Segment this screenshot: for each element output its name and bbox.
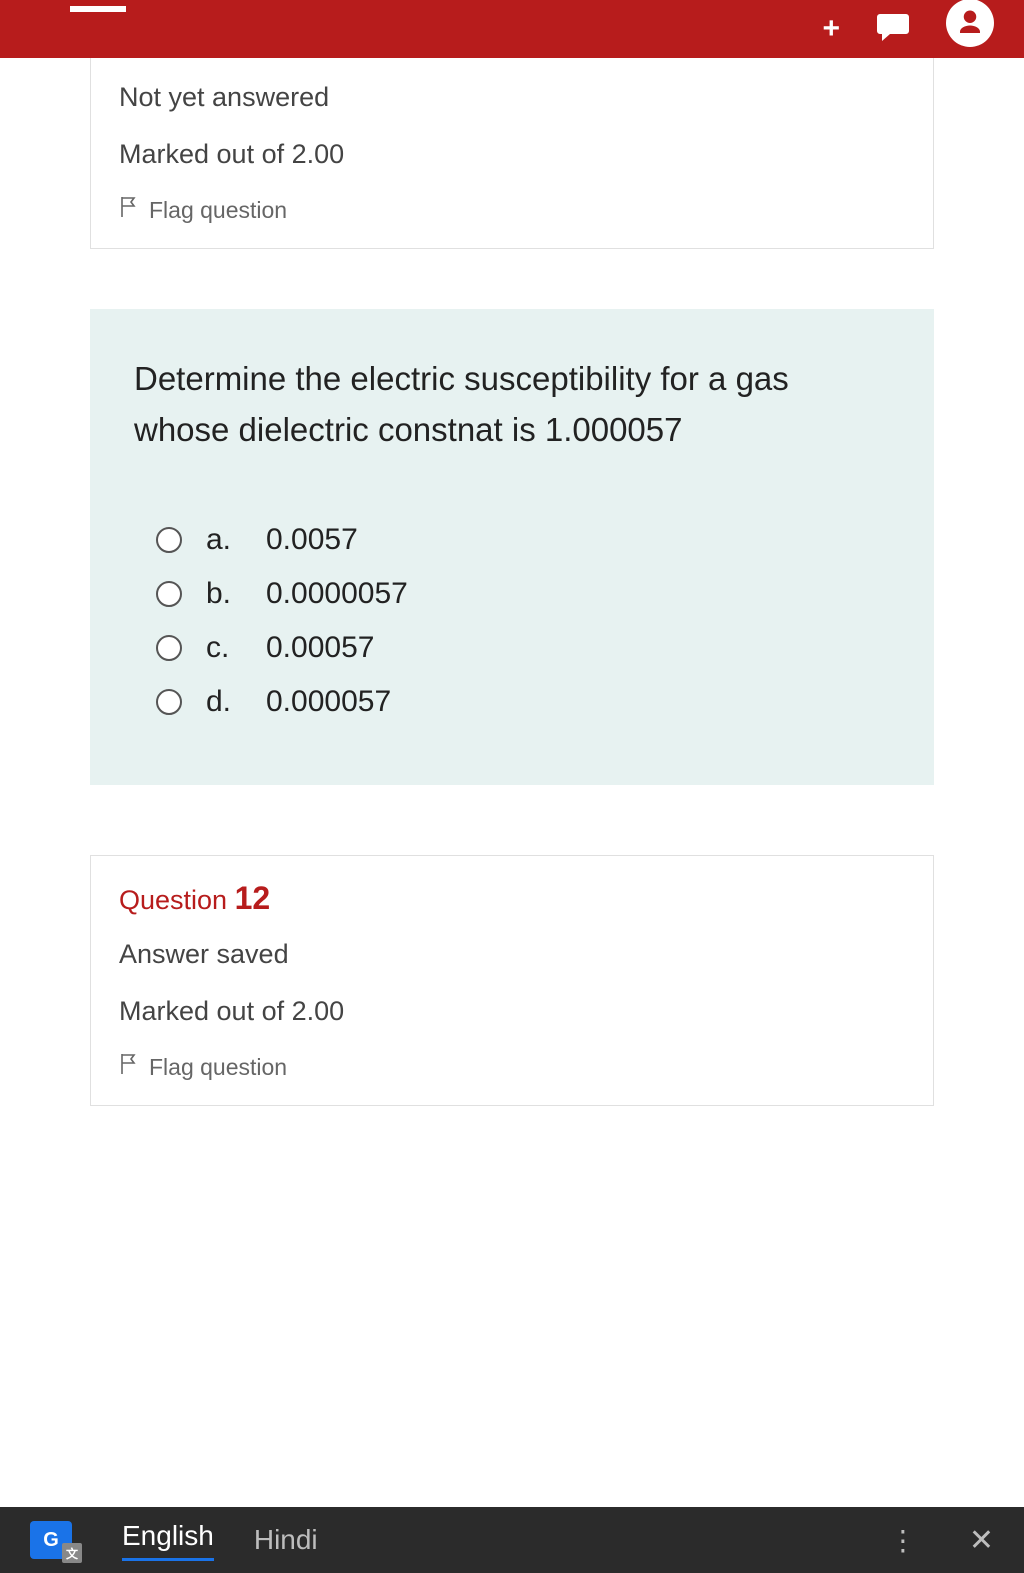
question-card: Determine the electric susceptibility fo… xyxy=(90,309,934,785)
radio-icon[interactable] xyxy=(156,689,182,715)
radio-icon[interactable] xyxy=(156,635,182,661)
answer-status: Answer saved xyxy=(119,939,905,970)
translate-bar: G 文 English Hindi ⋮ ✕ xyxy=(0,1507,1024,1573)
close-icon[interactable]: ✕ xyxy=(969,1523,994,1558)
marks-label: Marked out of 2.00 xyxy=(119,139,905,170)
badge-letter: G xyxy=(43,1529,59,1552)
translate-bar-right: ⋮ ✕ xyxy=(889,1523,994,1558)
flag-icon xyxy=(119,1053,139,1081)
header-tab-indicator xyxy=(70,6,126,12)
flag-label: Flag question xyxy=(149,197,287,224)
option-value: 0.0057 xyxy=(266,523,358,557)
flag-question-link[interactable]: Flag question xyxy=(119,1053,905,1081)
more-icon[interactable]: ⋮ xyxy=(889,1524,919,1557)
chat-icon[interactable] xyxy=(876,12,910,47)
option-value: 0.000057 xyxy=(266,685,391,719)
option-letter: b. xyxy=(206,577,242,611)
flag-label: Flag question xyxy=(149,1054,287,1081)
radio-icon[interactable] xyxy=(156,527,182,553)
question-text: Determine the electric susceptibility fo… xyxy=(134,353,890,455)
translate-sub-icon: 文 xyxy=(62,1543,82,1563)
option-letter: d. xyxy=(206,685,242,719)
avatar[interactable] xyxy=(946,0,994,47)
answer-status: Not yet answered xyxy=(119,82,905,113)
flag-question-link[interactable]: Flag question xyxy=(119,196,905,224)
app-header: + xyxy=(0,0,1024,58)
page-content: Not yet answered Marked out of 2.00 Flag… xyxy=(0,58,1024,1186)
question-meta-block: Not yet answered Marked out of 2.00 Flag… xyxy=(90,58,934,249)
option-letter: a. xyxy=(206,523,242,557)
question-number: 12 xyxy=(235,880,271,916)
option-value: 0.00057 xyxy=(266,631,374,665)
option-value: 0.0000057 xyxy=(266,577,408,611)
question-12-meta-block: Question 12 Answer saved Marked out of 2… xyxy=(90,855,934,1106)
option-a[interactable]: a. 0.0057 xyxy=(134,513,890,567)
header-icon-group: + xyxy=(822,0,994,58)
lang-english[interactable]: English xyxy=(122,1520,214,1561)
plus-icon[interactable]: + xyxy=(822,12,840,46)
option-c[interactable]: c. 0.00057 xyxy=(134,621,890,675)
question-prefix: Question xyxy=(119,885,235,915)
flag-icon xyxy=(119,196,139,224)
option-letter: c. xyxy=(206,631,242,665)
radio-icon[interactable] xyxy=(156,581,182,607)
google-translate-icon[interactable]: G 文 xyxy=(30,1521,72,1559)
lang-hindi[interactable]: Hindi xyxy=(254,1524,318,1556)
option-d[interactable]: d. 0.000057 xyxy=(134,675,890,729)
option-b[interactable]: b. 0.0000057 xyxy=(134,567,890,621)
marks-label: Marked out of 2.00 xyxy=(119,996,905,1027)
question-number-line: Question 12 xyxy=(119,880,905,917)
